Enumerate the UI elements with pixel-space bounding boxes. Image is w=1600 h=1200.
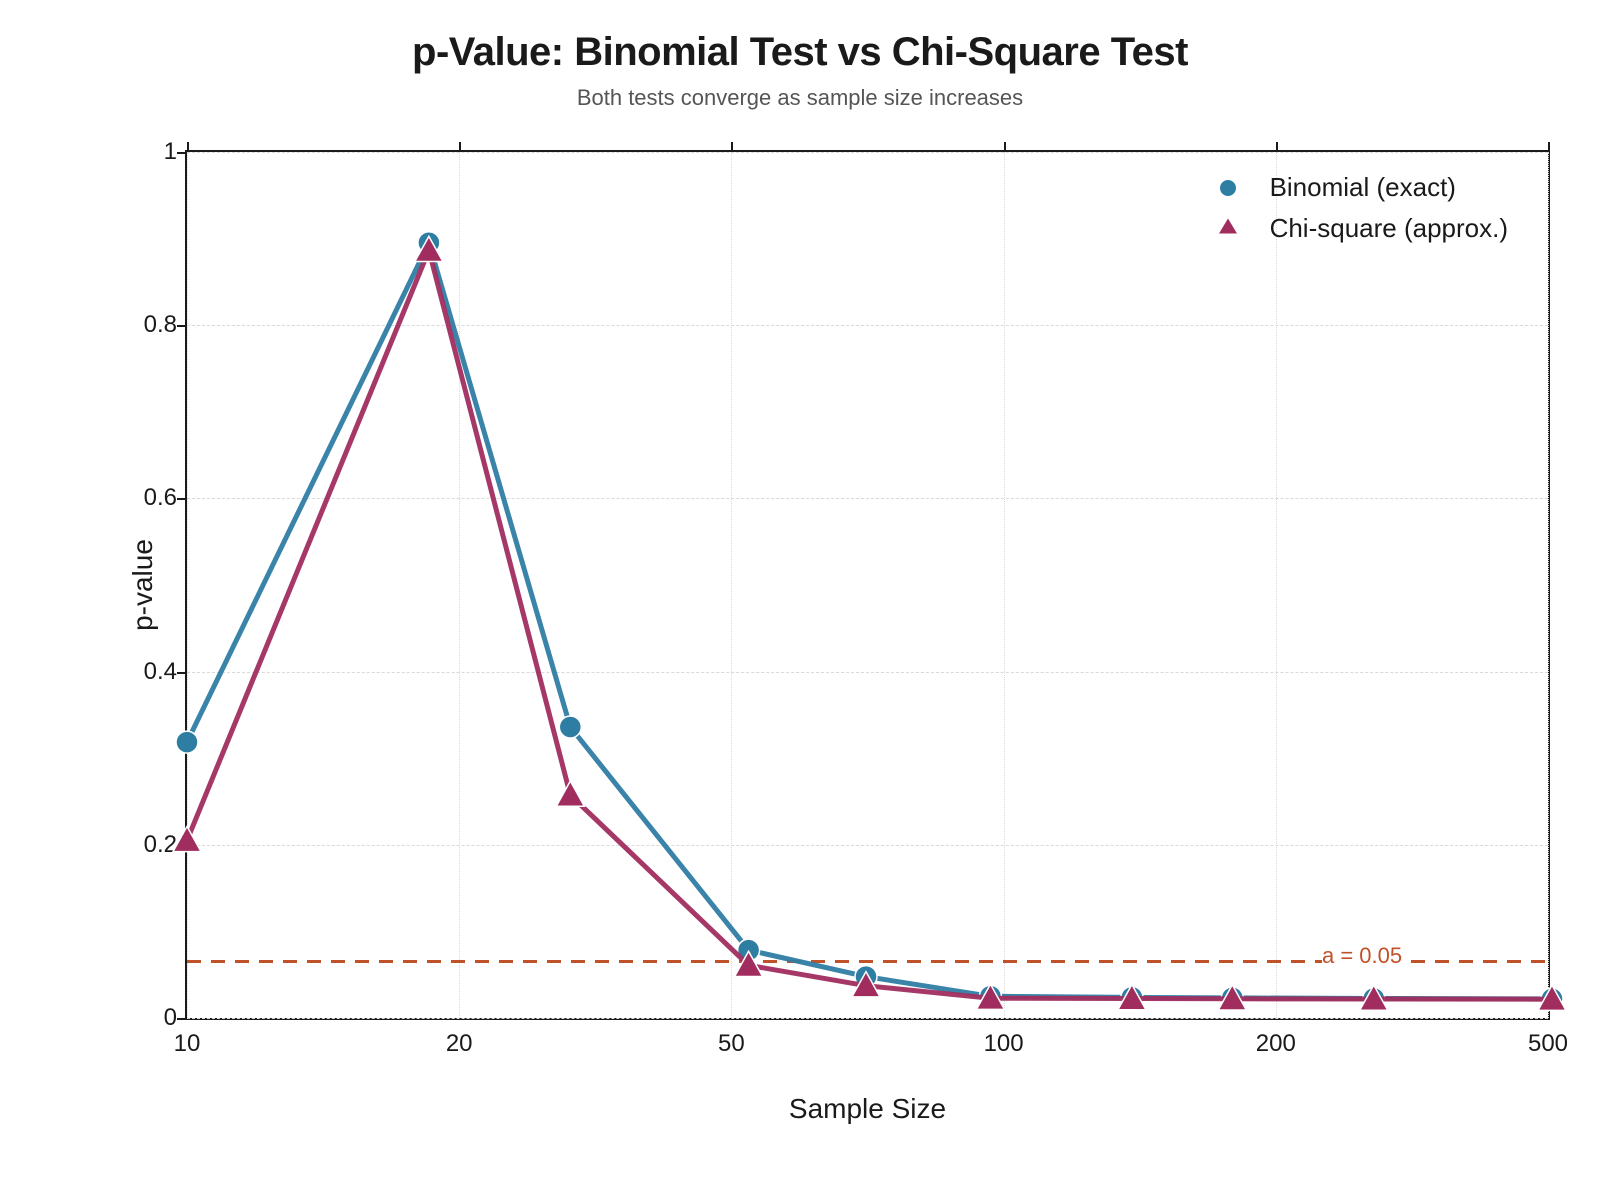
x-tick-label: 100 <box>984 1030 1024 1058</box>
y-tick-mark <box>177 672 187 674</box>
x-tick-mark <box>459 142 461 152</box>
legend-item-chisquare[interactable]: Chi-square (approx.) <box>1201 213 1508 244</box>
y-tick-label: 0.2 <box>144 831 177 859</box>
y-tick-label: 0.8 <box>144 311 177 339</box>
x-tick-mark <box>1276 142 1278 152</box>
x-tick-label: 200 <box>1256 1030 1296 1058</box>
chart-title: p-Value: Binomial Test vs Chi-Square Tes… <box>0 30 1600 75</box>
y-tick-label: 1 <box>164 138 177 166</box>
x-axis-label: Sample Size <box>789 1093 946 1125</box>
binomial-marker-icon <box>1220 180 1236 196</box>
x-tick-label: 10 <box>174 1030 201 1058</box>
x-tick-label: 50 <box>718 1030 745 1058</box>
x-tick-mark <box>731 142 733 152</box>
y-tick-mark <box>177 152 187 154</box>
x-tick-mark <box>1548 142 1550 152</box>
chart-container: p-Value: Binomial Test vs Chi-Square Tes… <box>0 0 1600 1200</box>
plot-area: 1 0.8 0.6 0.4 0.2 0 10 20 50 100 200 500… <box>185 150 1550 1020</box>
x-tick-label: 500 <box>1528 1030 1568 1058</box>
y-tick-label: 0.6 <box>144 484 177 512</box>
chisquare-marker-icon <box>1219 218 1237 233</box>
legend-label-binomial: Binomial (exact) <box>1270 172 1456 203</box>
y-tick-mark <box>177 1018 187 1020</box>
gridline-vertical <box>1548 152 1549 1018</box>
x-tick-mark <box>187 142 189 152</box>
x-tick-label: 20 <box>446 1030 473 1058</box>
y-tick-mark <box>177 498 187 500</box>
chart-header: p-Value: Binomial Test vs Chi-Square Tes… <box>0 0 1600 111</box>
chart-subtitle: Both tests converge as sample size incre… <box>0 85 1600 111</box>
gridline-horizontal <box>187 1018 1548 1019</box>
legend-label-chisquare: Chi-square (approx.) <box>1270 213 1508 244</box>
legend-item-binomial[interactable]: Binomial (exact) <box>1201 172 1508 203</box>
y-axis-label: p-value <box>127 539 159 631</box>
x-tick-mark <box>1004 142 1006 152</box>
y-tick-label: 0 <box>164 1004 177 1032</box>
chart-legend: Binomial (exact) Chi-square (approx.) <box>1201 172 1508 244</box>
y-tick-label: 0.4 <box>144 658 177 686</box>
y-tick-mark <box>177 325 187 327</box>
